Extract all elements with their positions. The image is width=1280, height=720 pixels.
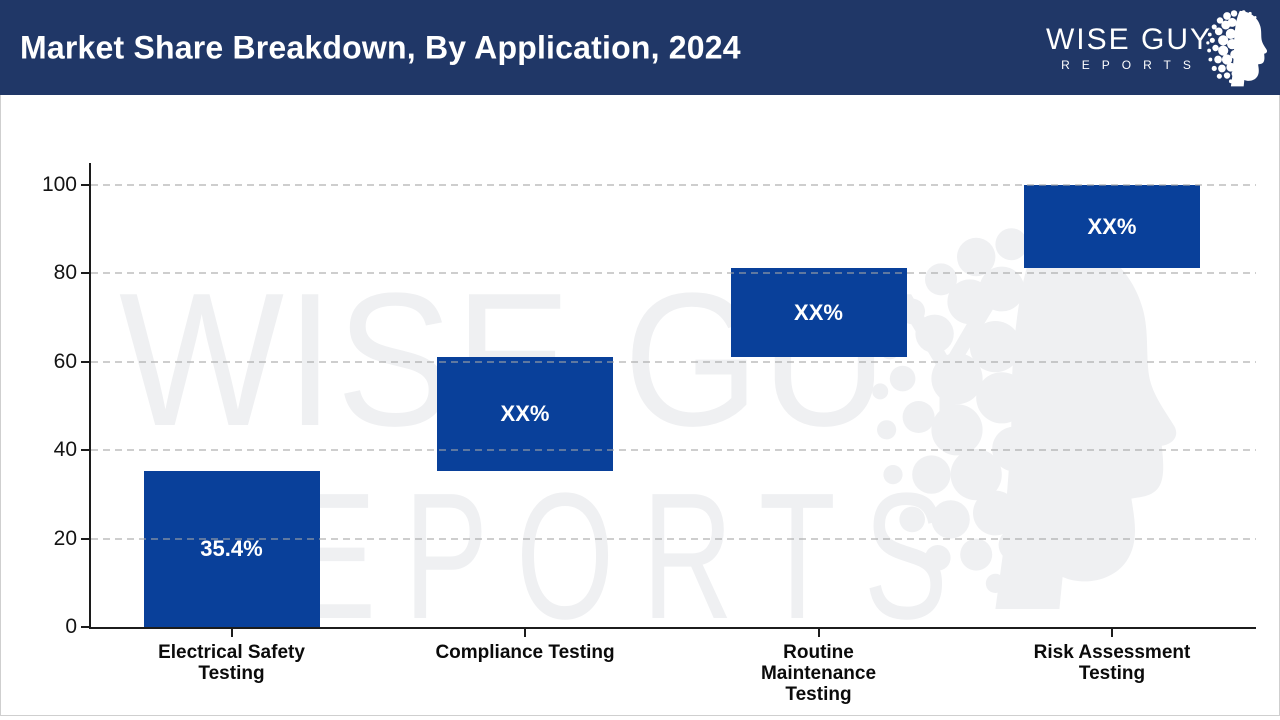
brand-name: WISE GUY bbox=[1045, 22, 1212, 56]
x-tick-mark bbox=[1111, 627, 1113, 637]
x-category-label-line: Routine bbox=[783, 642, 854, 663]
plot-area: 0 20 40 60 80 100 35.4% Electrical Safety Testin… bbox=[42, 163, 1256, 705]
y-tick-label: 60 bbox=[53, 349, 77, 373]
x-category-label: Risk Assessment Testing bbox=[962, 642, 1262, 684]
x-category-label-line: Compliance Testing bbox=[435, 642, 615, 663]
y-tick-label: 80 bbox=[53, 261, 77, 285]
x-category-label-line: Testing bbox=[198, 663, 265, 684]
gridline bbox=[91, 184, 1256, 187]
bar-segment: XX% bbox=[437, 357, 613, 471]
x-tick-mark bbox=[817, 627, 820, 637]
bar-value-label: XX% bbox=[794, 299, 843, 325]
y-tick-mark bbox=[81, 360, 89, 363]
x-tick-mark bbox=[524, 627, 526, 637]
bar-value-label: XX% bbox=[500, 401, 550, 426]
chart-canvas: WISE GUY REPORTS 02040608010035.4%Electr… bbox=[0, 95, 1280, 716]
bar-value-label: XX% bbox=[1087, 213, 1137, 239]
y-tick-mark bbox=[81, 272, 89, 275]
y-tick-label: 20 bbox=[53, 526, 77, 550]
y-tick-label: 40 bbox=[53, 438, 77, 462]
gridline bbox=[91, 360, 1256, 363]
bar-value-label: 35.4% bbox=[200, 535, 263, 561]
y-tick-label: 100 bbox=[41, 173, 77, 197]
y-tick-mark bbox=[81, 184, 89, 187]
x-category-label: Compliance Testing bbox=[375, 642, 675, 663]
page-title: Market Share Breakdown, By Application, … bbox=[20, 29, 741, 65]
x-category-label-line: Maintenance bbox=[760, 663, 877, 684]
x-category-label-line: Testing bbox=[785, 684, 852, 705]
y-tick-mark bbox=[81, 449, 89, 452]
x-category-label: Routine Maintenance Testing bbox=[669, 642, 969, 705]
brand-subtitle: REPORTS bbox=[1061, 57, 1203, 72]
bar-segment: XX% bbox=[1024, 185, 1200, 269]
header-bar: Market Share Breakdown, By Application, … bbox=[0, 0, 1280, 95]
y-tick-mark bbox=[81, 626, 89, 628]
bar-segment: 35.4% bbox=[143, 470, 320, 627]
x-category-label-line: Risk Assessment bbox=[1033, 642, 1191, 663]
logo-head-icon bbox=[1206, 9, 1268, 86]
brand-logo: WISE GUY REPORTS bbox=[1046, 5, 1268, 90]
y-tick-label: 0 bbox=[65, 615, 77, 638]
x-tick-mark bbox=[230, 627, 233, 637]
gridline bbox=[91, 537, 1256, 540]
brand-logo-text: WISE GUY REPORTS bbox=[1045, 22, 1212, 72]
y-tick-mark bbox=[81, 537, 89, 540]
x-category-label-line: Testing bbox=[1078, 663, 1146, 684]
x-category-label-line: Electrical Safety bbox=[158, 642, 305, 663]
x-category-label: Electrical Safety Testing bbox=[82, 642, 382, 684]
bar-segment: XX% bbox=[730, 268, 907, 358]
gridline bbox=[91, 272, 1256, 275]
gridline bbox=[91, 449, 1256, 452]
